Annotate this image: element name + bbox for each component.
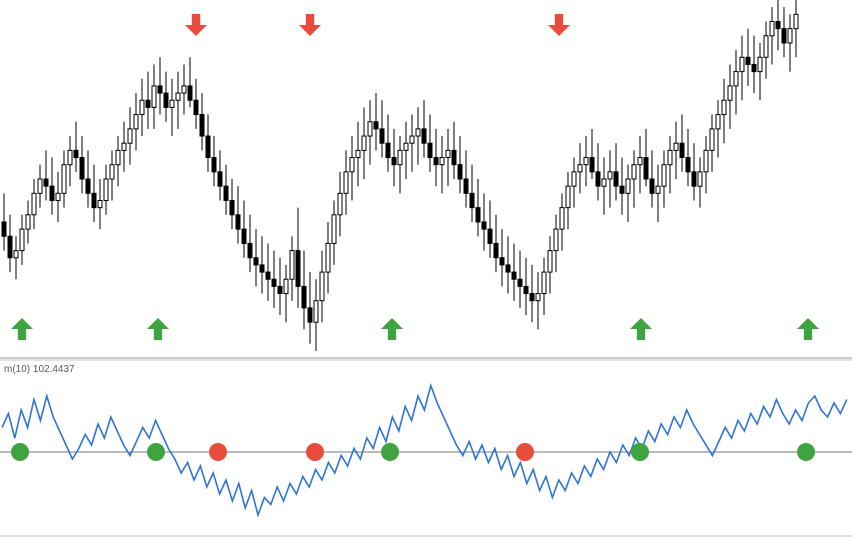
buy-arrow-icon [797, 318, 819, 340]
signal-dot [209, 443, 227, 461]
momentum-line [2, 386, 847, 516]
signal-dot [147, 443, 165, 461]
sell-arrow-icon [299, 14, 321, 36]
chart-container: { "canvas": { "width": 852, "height": 53… [0, 0, 852, 537]
buy-arrow-icon [630, 318, 652, 340]
signal-dot [797, 443, 815, 461]
buy-arrow-icon [381, 318, 403, 340]
signal-dot [516, 443, 534, 461]
sell-arrow-icon [548, 14, 570, 36]
candlestick-series [2, 0, 798, 351]
signal-dot [631, 443, 649, 461]
indicator-label: m(10) 102.4437 [4, 364, 75, 375]
signal-dot [381, 443, 399, 461]
chart-svg [0, 0, 852, 537]
signal-dot [11, 443, 29, 461]
sell-arrow-icon [185, 14, 207, 36]
buy-arrow-icon [147, 318, 169, 340]
signal-dot [306, 443, 324, 461]
buy-arrow-icon [11, 318, 33, 340]
